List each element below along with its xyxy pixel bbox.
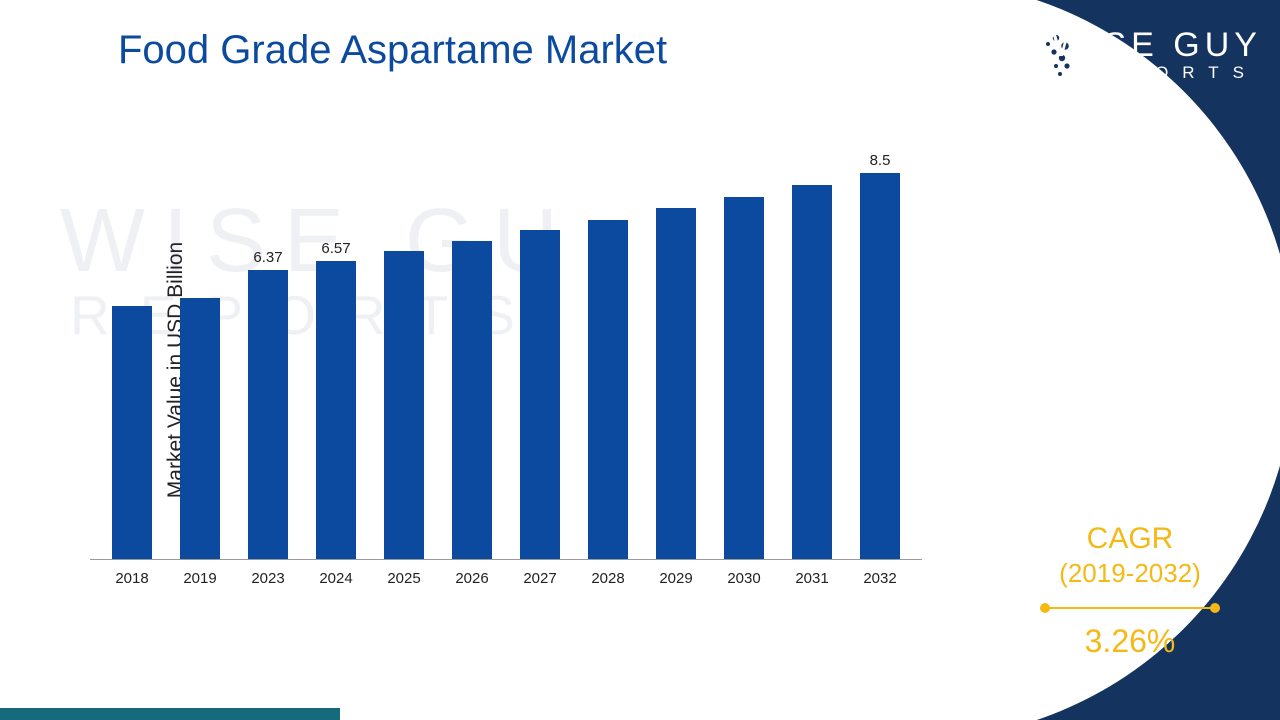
cagr-value: 3.26% [980, 623, 1280, 660]
bar [860, 173, 900, 560]
bar [180, 298, 220, 560]
x-axis-labels: 2018201920232024202520262027202820292030… [90, 564, 922, 590]
cagr-label: CAGR [980, 522, 1280, 556]
x-axis-baseline [90, 559, 922, 560]
bar [452, 241, 492, 560]
chart-title: Food Grade Aspartame Market [118, 28, 667, 73]
bar-slot [370, 230, 438, 560]
brand-logo: WISE GUY REPORTS [1052, 26, 1262, 83]
x-tick-label: 2031 [778, 564, 846, 590]
x-tick-label: 2028 [574, 564, 642, 590]
bar-slot [166, 277, 234, 560]
bar [112, 306, 152, 560]
x-tick-label: 2030 [710, 564, 778, 590]
bar [316, 261, 356, 560]
bar-value-label: 6.37 [253, 249, 282, 266]
bar-slot [574, 199, 642, 560]
bar-slot: 8.5 [846, 152, 914, 560]
cagr-years: (2019-2032) [980, 558, 1280, 589]
x-tick-label: 2025 [370, 564, 438, 590]
chart-area: Market Value in USD Billion 6.376.578.5 … [52, 150, 922, 590]
bar [656, 208, 696, 560]
bar [588, 220, 628, 560]
bar-slot: 6.57 [302, 240, 370, 560]
bar-slot [710, 176, 778, 560]
bar-value-label: 8.5 [870, 152, 891, 169]
bar [520, 230, 560, 560]
bar-value-label: 6.57 [321, 240, 350, 257]
bottom-accent-strip [0, 708, 340, 720]
x-tick-label: 2024 [302, 564, 370, 590]
bar-slot [642, 187, 710, 560]
bar [248, 270, 288, 560]
x-tick-label: 2029 [642, 564, 710, 590]
cagr-block: CAGR (2019-2032) 3.26% [980, 522, 1280, 660]
bar-slot [98, 285, 166, 560]
bar [724, 197, 764, 560]
bars-container: 6.37 6.57 8.5 [90, 150, 922, 560]
page-root: WISE GUY REPORTS WISE GUY REPORTS CAGR (… [0, 0, 1280, 720]
bar-slot: 6.37 [234, 249, 302, 560]
bar-slot [778, 164, 846, 560]
x-tick-label: 2019 [166, 564, 234, 590]
cagr-separator [1045, 607, 1215, 609]
x-tick-label: 2018 [98, 564, 166, 590]
x-tick-label: 2032 [846, 564, 914, 590]
logo-line1: WISE GUY [1052, 26, 1262, 65]
bar [384, 251, 424, 560]
bar [792, 185, 832, 560]
x-tick-label: 2023 [234, 564, 302, 590]
bar-slot [506, 209, 574, 560]
x-tick-label: 2026 [438, 564, 506, 590]
logo-line2: REPORTS [1052, 63, 1262, 83]
plot-region: 6.37 6.57 8.5 [90, 150, 922, 560]
bar-slot [438, 220, 506, 560]
x-tick-label: 2027 [506, 564, 574, 590]
